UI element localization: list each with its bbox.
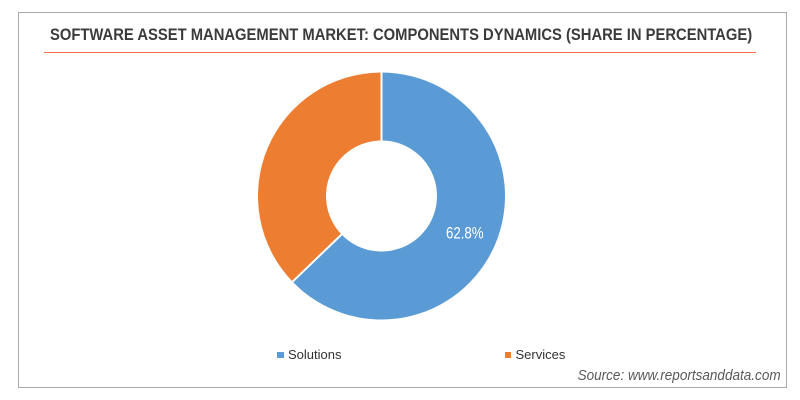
svg-text:62.8%: 62.8% <box>446 225 484 243</box>
